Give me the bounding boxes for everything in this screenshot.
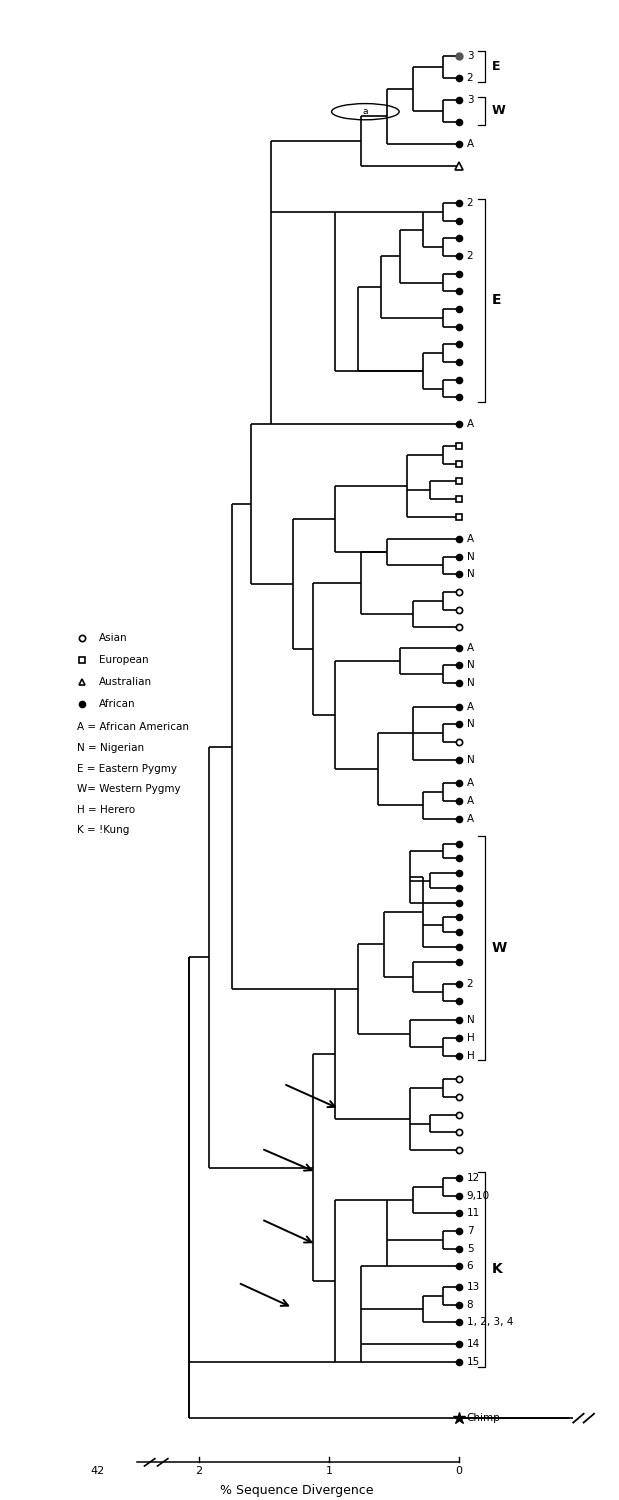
Text: 1: 1 xyxy=(326,1466,332,1476)
Text: 3: 3 xyxy=(467,94,474,105)
Text: H: H xyxy=(467,1034,475,1042)
Text: N: N xyxy=(467,720,475,729)
Text: N: N xyxy=(467,568,475,579)
Text: 2: 2 xyxy=(467,74,474,82)
Text: A: A xyxy=(467,796,474,806)
Text: E = Eastern Pygmy: E = Eastern Pygmy xyxy=(77,764,177,774)
Text: 6: 6 xyxy=(467,1262,474,1272)
Text: E: E xyxy=(491,292,501,308)
Text: N: N xyxy=(467,678,475,688)
Text: 15: 15 xyxy=(467,1358,480,1366)
Text: N: N xyxy=(467,754,475,765)
Text: 11: 11 xyxy=(467,1209,480,1218)
Text: Asian: Asian xyxy=(99,633,128,642)
Text: African: African xyxy=(99,699,136,709)
Text: 1, 2, 3, 4: 1, 2, 3, 4 xyxy=(467,1317,513,1328)
Text: 0: 0 xyxy=(456,1466,462,1476)
Text: 2: 2 xyxy=(196,1466,202,1476)
Text: A: A xyxy=(467,702,474,711)
Text: 13: 13 xyxy=(467,1282,480,1292)
Text: A: A xyxy=(467,140,474,148)
Text: a: a xyxy=(363,106,368,116)
Text: W: W xyxy=(491,942,506,956)
Text: W: W xyxy=(491,105,505,117)
Text: N: N xyxy=(467,660,475,670)
Text: A: A xyxy=(467,534,474,544)
Text: European: European xyxy=(99,654,149,664)
Text: W= Western Pygmy: W= Western Pygmy xyxy=(77,784,181,794)
Text: H = Herero: H = Herero xyxy=(77,806,135,814)
Text: 42: 42 xyxy=(90,1466,105,1476)
Text: 2: 2 xyxy=(467,251,474,261)
Text: A: A xyxy=(467,419,474,429)
Text: Australian: Australian xyxy=(99,676,152,687)
Text: E: E xyxy=(491,60,500,74)
Text: A: A xyxy=(467,813,474,824)
Text: A: A xyxy=(467,644,474,652)
Text: A = African American: A = African American xyxy=(77,723,189,732)
Text: 7: 7 xyxy=(467,1226,474,1236)
Text: 14: 14 xyxy=(467,1340,480,1350)
Text: A: A xyxy=(467,778,474,789)
Text: 2: 2 xyxy=(467,978,474,988)
Text: N: N xyxy=(467,552,475,561)
Text: 9,10: 9,10 xyxy=(467,1191,490,1200)
Text: 2: 2 xyxy=(467,198,474,208)
Text: 12: 12 xyxy=(467,1173,480,1184)
Text: H: H xyxy=(467,1052,475,1060)
Text: % Sequence Divergence: % Sequence Divergence xyxy=(220,1485,373,1497)
Text: K: K xyxy=(491,1263,502,1276)
Text: N: N xyxy=(467,1016,475,1026)
Text: K = !Kung: K = !Kung xyxy=(77,825,129,836)
Text: 8: 8 xyxy=(467,1299,474,1310)
Text: 3: 3 xyxy=(467,51,474,60)
Text: 5: 5 xyxy=(467,1244,474,1254)
Text: N = Nigerian: N = Nigerian xyxy=(77,742,144,753)
Text: Chimp: Chimp xyxy=(467,1413,501,1424)
